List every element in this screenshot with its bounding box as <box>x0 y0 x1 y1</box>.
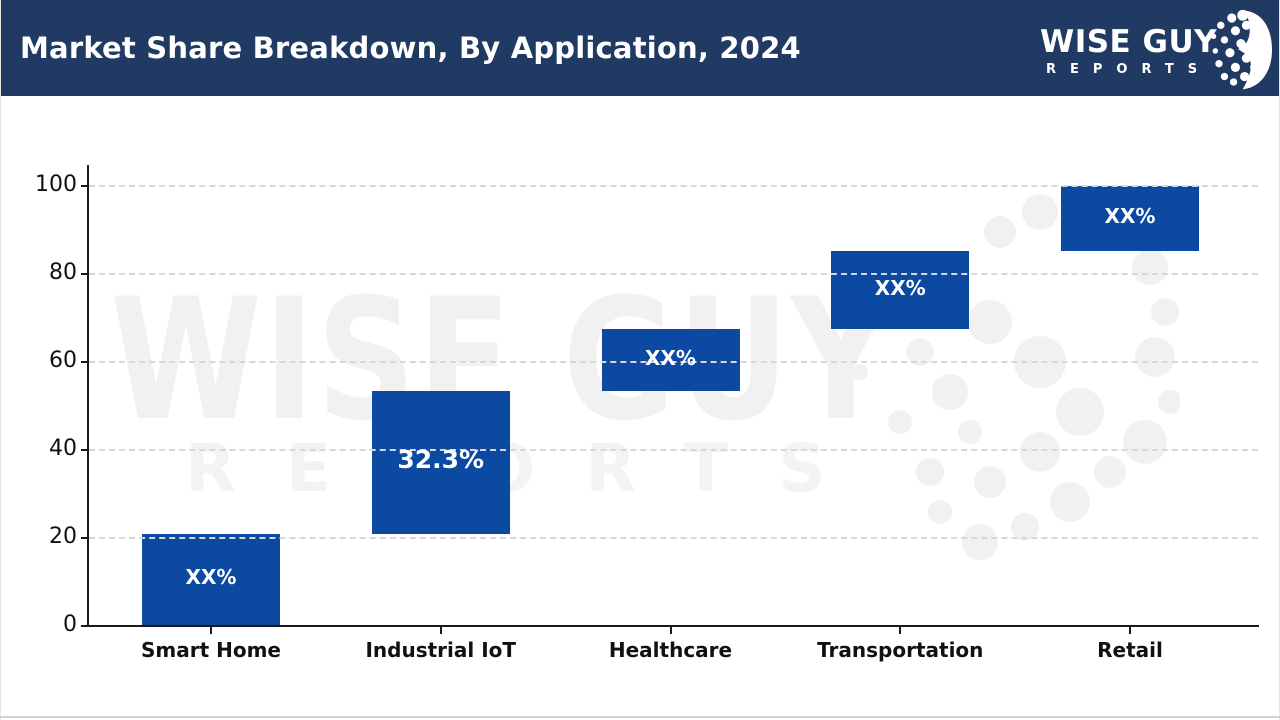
bar-healthcare <box>601 329 740 392</box>
gridline-80 <box>89 273 1258 275</box>
x-tick-mark-3 <box>899 627 902 634</box>
bar-label-1: 32.3% <box>397 444 485 474</box>
bar-transportation <box>831 250 970 330</box>
x-tick-mark-4 <box>1129 627 1131 634</box>
wiseguy-head-logo-icon <box>1210 10 1272 90</box>
x-tick-mark-0 <box>210 627 212 634</box>
wiseguy-logo: WISE GUY REPORTS <box>1032 6 1272 92</box>
y-tick-label-0: 0 <box>63 612 77 637</box>
x-tick-mark-2 <box>669 627 672 634</box>
logo-text-line2: REPORTS <box>1046 62 1212 77</box>
gridline-40 <box>89 449 1258 451</box>
page-title: Market Share Breakdown, By Application, … <box>20 31 801 65</box>
y-tick-label-60: 60 <box>49 348 77 373</box>
y-tick-mark-60 <box>81 361 88 363</box>
bar-retail <box>1061 186 1199 251</box>
y-axis-line <box>87 165 89 627</box>
y-tick-mark-40 <box>81 449 88 451</box>
x-tick-label-0: Smart Home <box>140 638 281 662</box>
y-tick-mark-20 <box>81 537 88 539</box>
y-tick-mark-80 <box>81 273 88 275</box>
gridline-60 <box>89 361 1258 363</box>
header-bar: Market Share Breakdown, By Application, … <box>0 0 1280 96</box>
x-tick-label-4: Retail <box>1097 638 1163 662</box>
y-tick-label-40: 40 <box>49 436 77 461</box>
bar-smart-home <box>142 533 280 626</box>
bar-label-0: XX% <box>185 565 237 590</box>
bar-label-2: XX% <box>645 346 696 371</box>
gridline-100 <box>89 185 1258 187</box>
x-tick-label-3: Transportation <box>817 638 984 662</box>
bar-label-3: XX% <box>874 275 926 300</box>
y-tick-label-100: 100 <box>35 172 77 197</box>
gridline-20 <box>89 537 1258 539</box>
logo-text-line1: WISE GUY <box>1040 24 1218 60</box>
x-tick-label-2: Healthcare <box>608 638 733 662</box>
y-tick-mark-100 <box>81 185 88 187</box>
x-tick-label-1: Industrial IoT <box>365 638 517 662</box>
y-tick-mark-0 <box>81 625 88 627</box>
y-tick-label-20: 20 <box>49 524 77 549</box>
y-tick-label-80: 80 <box>49 260 77 285</box>
bar-label-4: XX% <box>1104 203 1156 228</box>
bar-industrial-iot <box>371 391 510 534</box>
x-tick-mark-1 <box>439 627 442 634</box>
bottom-divider <box>0 716 1280 718</box>
x-axis-line <box>87 625 1259 627</box>
